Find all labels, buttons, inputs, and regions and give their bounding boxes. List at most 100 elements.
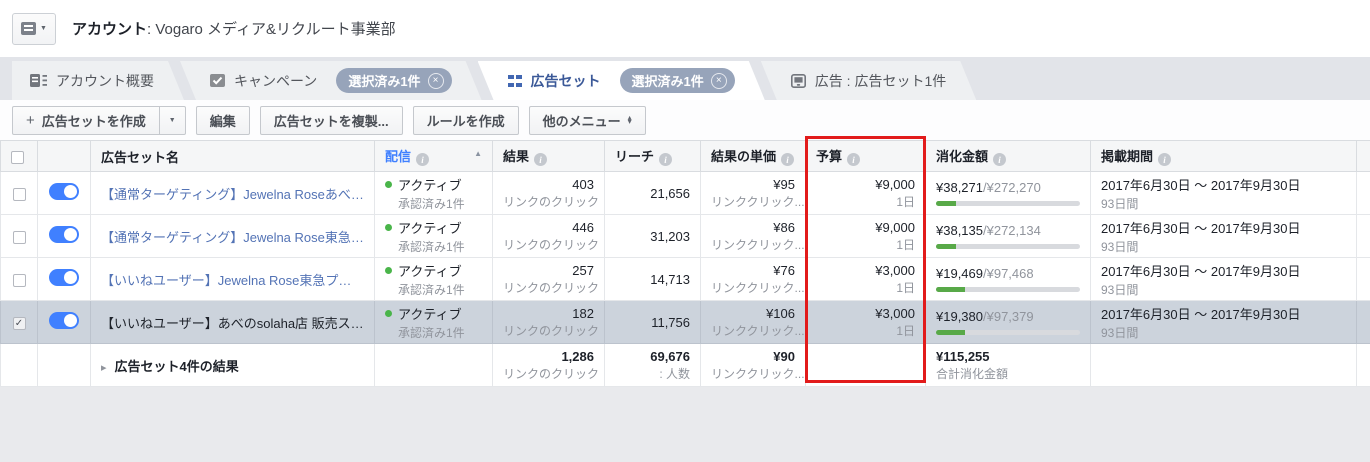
tab-ads[interactable]: 広告 : 広告セット1件 bbox=[761, 61, 976, 100]
adset-name-link[interactable]: 【通常ターゲティング】Jewelna Rose東急プラ... bbox=[101, 229, 364, 245]
period-value: 2017年6月30日 ～ 2017年9月30日 bbox=[1101, 306, 1301, 322]
info-icon[interactable]: i bbox=[416, 153, 430, 167]
campaign-check-icon bbox=[210, 74, 225, 87]
budget-period: 1日 bbox=[896, 323, 915, 338]
create-adset-caret-button[interactable]: ▼ bbox=[158, 105, 186, 135]
row-checkbox[interactable]: ✓ bbox=[12, 231, 26, 244]
spent-total: /¥272,134 bbox=[983, 223, 1041, 238]
reach-value: 14,713 bbox=[650, 271, 690, 287]
period-value: 2017年6月30日 ～ 2017年9月30日 bbox=[1101, 263, 1301, 279]
delivery-status: アクティブ bbox=[398, 306, 462, 322]
row-checkbox-checked[interactable]: ✓ bbox=[12, 317, 26, 330]
summary-cost: ¥90 bbox=[773, 348, 795, 364]
period-days: 93日間 bbox=[1101, 282, 1139, 297]
tab-label: 広告セット bbox=[530, 72, 601, 89]
account-menu-button[interactable]: ▼ bbox=[12, 12, 56, 45]
summary-row: ▸ 広告セット4件の結果 1,286 リンクのクリック 69,676: 人数 ¥90… bbox=[0, 343, 1370, 387]
reach-value: 11,756 bbox=[651, 314, 690, 330]
results-value: 257 bbox=[572, 262, 594, 278]
summary-spent: ¥115,255 bbox=[936, 348, 990, 364]
plus-icon: + bbox=[26, 111, 35, 129]
approval-status: 承認済み1件 bbox=[398, 325, 465, 340]
info-icon[interactable]: i bbox=[781, 153, 795, 167]
delivery-status: アクティブ bbox=[398, 220, 462, 236]
campaign-selected-badge[interactable]: 選択済み1件 × bbox=[336, 68, 451, 93]
status-dot-icon bbox=[385, 266, 392, 274]
adset-row: ✓ 【いいねユーザー】Jewelna Rose東急プラザ表... アクティブ 承… bbox=[0, 257, 1370, 301]
status-toggle[interactable] bbox=[49, 312, 79, 329]
spent-total: /¥272,270 bbox=[983, 180, 1041, 195]
adset-selected-badge[interactable]: 選択済み1件 × bbox=[620, 68, 735, 93]
approval-status: 承認済み1件 bbox=[398, 282, 465, 297]
period-value: 2017年6月30日 ～ 2017年9月30日 bbox=[1101, 177, 1301, 193]
budget-value: ¥9,000 bbox=[875, 219, 915, 235]
column-header-period[interactable]: 掲載期間 i bbox=[1090, 140, 1357, 172]
tab-account-overview[interactable]: アカウント概要 bbox=[12, 61, 184, 100]
more-label: 他のメニュー bbox=[542, 113, 621, 129]
spent-total: /¥97,468 bbox=[983, 266, 1034, 281]
budget-period: 1日 bbox=[896, 280, 915, 295]
account-label: アカウント bbox=[72, 21, 148, 38]
column-header-name[interactable]: 広告セット名 bbox=[90, 140, 375, 172]
summary-reach-label: : 人数 bbox=[659, 366, 690, 381]
clear-selection-icon[interactable]: × bbox=[711, 73, 727, 89]
status-toggle[interactable] bbox=[49, 226, 79, 243]
status-toggle[interactable] bbox=[49, 183, 79, 200]
tab-label: アカウント概要 bbox=[56, 72, 154, 89]
column-header-reach[interactable]: リーチ i bbox=[604, 140, 701, 172]
more-menu-button[interactable]: 他のメニュー ▴ ▾ bbox=[528, 105, 646, 135]
tab-adsets[interactable]: 広告セット 選択済み1件 × bbox=[478, 61, 765, 100]
badge-label: 選択済み1件 bbox=[348, 74, 421, 89]
status-toggle[interactable] bbox=[49, 269, 79, 286]
clear-selection-icon[interactable]: × bbox=[428, 73, 444, 89]
select-all-checkbox[interactable]: ✓ bbox=[11, 151, 24, 164]
results-value: 403 bbox=[572, 176, 594, 192]
info-icon[interactable]: i bbox=[534, 153, 548, 167]
adset-grid-icon bbox=[508, 74, 522, 88]
column-header-budget[interactable]: 予算 i bbox=[805, 140, 926, 172]
spent-value: ¥38,271 bbox=[936, 180, 983, 195]
adset-row-selected: ✓ 【いいねユーザー】あべのsolaha店 販売スタッフ アクティブ 承認済み1… bbox=[0, 300, 1370, 344]
spent-value: ¥19,380 bbox=[936, 309, 983, 324]
info-icon[interactable]: i bbox=[659, 153, 673, 167]
cost-value: ¥95 bbox=[773, 176, 795, 192]
edit-button[interactable]: 編集 bbox=[195, 105, 250, 135]
period-value: 2017年6月30日 ～ 2017年9月30日 bbox=[1101, 220, 1301, 236]
select-all-header: ✓ bbox=[0, 140, 38, 172]
column-header-spent[interactable]: 消化金額 i bbox=[925, 140, 1091, 172]
pages-icon bbox=[21, 22, 37, 35]
spent-value: ¥19,469 bbox=[936, 266, 983, 281]
column-header-results[interactable]: 結果 i bbox=[492, 140, 605, 172]
cost-value: ¥86 bbox=[773, 219, 795, 235]
info-icon[interactable]: i bbox=[993, 153, 1007, 167]
sort-asc-icon: ▲ bbox=[474, 148, 482, 158]
status-dot-icon bbox=[385, 223, 392, 231]
row-checkbox[interactable]: ✓ bbox=[12, 274, 26, 287]
create-adset-button[interactable]: + 広告セットを作成 bbox=[12, 105, 160, 135]
ad-tablet-icon bbox=[791, 74, 806, 88]
budget-period: 1日 bbox=[896, 194, 915, 209]
create-rule-button[interactable]: ルールを作成 bbox=[412, 105, 519, 135]
spend-progress-bar bbox=[936, 287, 1080, 292]
duplicate-adset-button[interactable]: 広告セットを複製... bbox=[259, 105, 403, 135]
column-header-delivery[interactable]: 配信 i ▲ bbox=[374, 140, 493, 172]
adset-name-link[interactable]: 【いいねユーザー】あべのsolaha店 販売スタッフ bbox=[101, 315, 364, 331]
adset-name-link[interactable]: 【いいねユーザー】Jewelna Rose東急プラザ表... bbox=[101, 272, 364, 288]
row-checkbox[interactable]: ✓ bbox=[12, 188, 26, 201]
expand-icon[interactable]: ▸ bbox=[101, 361, 107, 374]
period-days: 93日間 bbox=[1101, 239, 1139, 254]
column-header-cost[interactable]: 結果の単価 i bbox=[700, 140, 806, 172]
tab-campaigns[interactable]: キャンペーン 選択済み1件 × bbox=[180, 61, 482, 100]
rule-label: ルールを作成 bbox=[426, 113, 505, 129]
status-dot-icon bbox=[385, 309, 392, 317]
period-days: 93日間 bbox=[1101, 196, 1139, 211]
summary-results-label: リンクのクリック bbox=[503, 366, 600, 381]
info-icon[interactable]: i bbox=[847, 153, 861, 167]
cost-value: ¥106 bbox=[766, 305, 795, 321]
column-header-spacer bbox=[1356, 140, 1370, 172]
adset-name-link[interactable]: 【通常ターゲティング】Jewelna Roseあべのsol... bbox=[101, 186, 364, 202]
approval-status: 承認済み1件 bbox=[398, 196, 465, 211]
info-icon[interactable]: i bbox=[1158, 153, 1172, 167]
summary-cost-label: リンククリック... bbox=[711, 366, 805, 381]
results-value: 182 bbox=[572, 305, 594, 321]
